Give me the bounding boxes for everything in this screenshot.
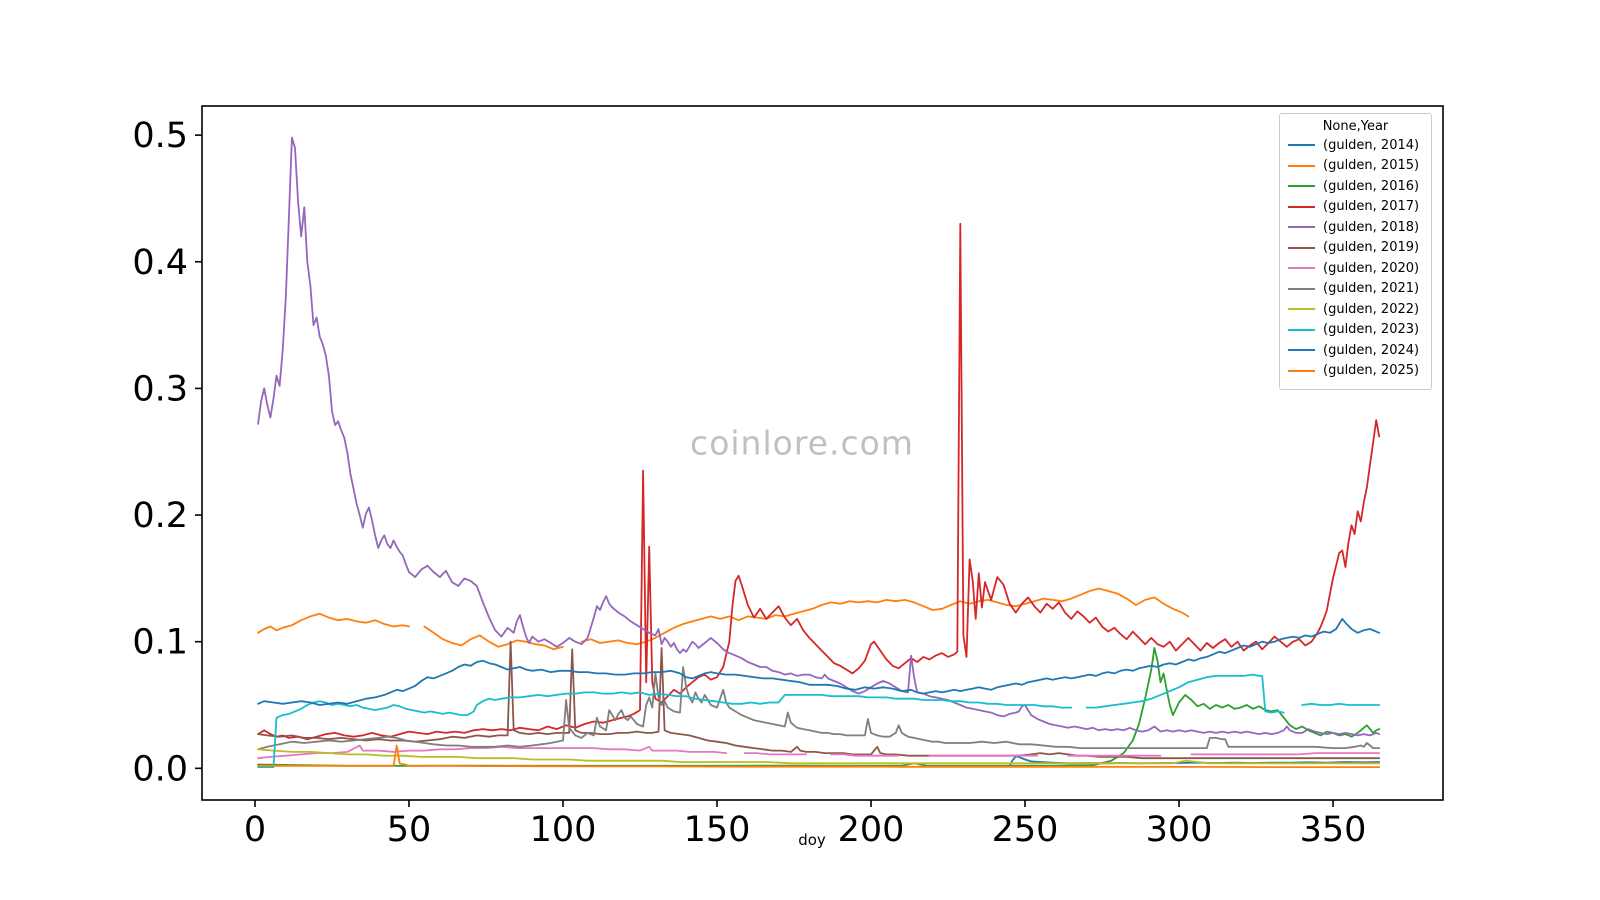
legend-line-swatch [1288, 308, 1315, 311]
legend-entry-label: (gulden, 2020) [1323, 260, 1420, 276]
x-tick-label-100: 100 [530, 810, 597, 850]
legend-line-swatch [1288, 267, 1315, 270]
legend-entry-label: (gulden, 2025) [1323, 363, 1420, 379]
legend-line-swatch [1288, 226, 1315, 229]
legend-line-swatch [1288, 246, 1315, 249]
watermark: coinlore.com [690, 423, 914, 463]
legend-entry-gulden-2025: (gulden, 2025) [1280, 361, 1431, 382]
legend-line-swatch [1288, 349, 1315, 352]
legend-entry-gulden-2018: (gulden, 2018) [1280, 217, 1431, 238]
legend: None,Year (gulden, 2014) (gulden, 2015) (g… [1279, 113, 1432, 390]
y-tick-label-0.2: 0.2 [132, 496, 188, 536]
y-tick-label-0.5: 0.5 [132, 116, 188, 156]
series-line-gulden-2022 [257, 748, 1381, 765]
legend-entry-label: (gulden, 2014) [1323, 137, 1420, 153]
series-line-gulden-2015 [257, 587, 1190, 651]
legend-entry-gulden-2024: (gulden, 2024) [1280, 340, 1431, 361]
y-tick-label-0.4: 0.4 [132, 243, 188, 283]
x-tick-label-350: 350 [1300, 810, 1367, 850]
x-tick-label-0: 0 [244, 810, 266, 850]
series-line-gulden-2023 [257, 673, 1381, 768]
y-tick-label-0.3: 0.3 [132, 369, 188, 409]
legend-entry-gulden-2021: (gulden, 2021) [1280, 279, 1431, 300]
legend-entry-label: (gulden, 2022) [1323, 301, 1420, 317]
legend-entry-gulden-2019: (gulden, 2019) [1280, 238, 1431, 259]
legend-entry-gulden-2020: (gulden, 2020) [1280, 258, 1431, 279]
legend-items: (gulden, 2014) (gulden, 2015) (gulden, 201… [1280, 135, 1431, 381]
x-tick-label-50: 50 [387, 810, 432, 850]
legend-title: None,Year [1322, 119, 1389, 134]
legend-entry-gulden-2017: (gulden, 2017) [1280, 197, 1431, 218]
legend-entry-gulden-2015: (gulden, 2015) [1280, 156, 1431, 177]
series-line-gulden-2016 [257, 647, 1381, 767]
legend-line-swatch [1288, 287, 1315, 290]
legend-line-swatch [1288, 144, 1315, 147]
legend-entry-label: (gulden, 2017) [1323, 199, 1420, 215]
series-line-gulden-2019 [257, 640, 1381, 760]
series-line-gulden-2018 [257, 136, 1381, 737]
y-tick-label-0.1: 0.1 [132, 623, 188, 663]
legend-line-swatch [1288, 205, 1315, 208]
x-tick-label-200: 200 [838, 810, 905, 850]
legend-entry-gulden-2016: (gulden, 2016) [1280, 176, 1431, 197]
y-tick-label-0.0: 0.0 [132, 749, 188, 789]
legend-entry-gulden-2022: (gulden, 2022) [1280, 299, 1431, 320]
series-line-gulden-2025 [257, 744, 1381, 768]
legend-entry-label: (gulden, 2023) [1323, 322, 1420, 338]
legend-entry-label: (gulden, 2019) [1323, 240, 1420, 256]
legend-entry-gulden-2023: (gulden, 2023) [1280, 320, 1431, 341]
x-tick-label-250: 250 [992, 810, 1059, 850]
x-axis-label: doy [798, 831, 826, 849]
series-line-gulden-2021 [257, 666, 1381, 751]
axes-frame [201, 105, 1444, 801]
legend-entry-label: (gulden, 2021) [1323, 281, 1420, 297]
legend-line-swatch [1288, 185, 1315, 188]
legend-entry-gulden-2014: (gulden, 2014) [1280, 135, 1431, 156]
series-line-gulden-2017 [257, 222, 1381, 741]
legend-entry-label: (gulden, 2016) [1323, 178, 1420, 194]
series-line-gulden-2024 [257, 618, 1381, 706]
legend-line-swatch [1288, 164, 1315, 167]
legend-entry-label: (gulden, 2015) [1323, 158, 1420, 174]
x-tick-label-150: 150 [684, 810, 751, 850]
legend-line-swatch [1288, 369, 1315, 372]
legend-entry-label: (gulden, 2024) [1323, 342, 1420, 358]
legend-entry-label: (gulden, 2018) [1323, 219, 1420, 235]
legend-line-swatch [1288, 328, 1315, 331]
x-tick-label-300: 300 [1146, 810, 1213, 850]
